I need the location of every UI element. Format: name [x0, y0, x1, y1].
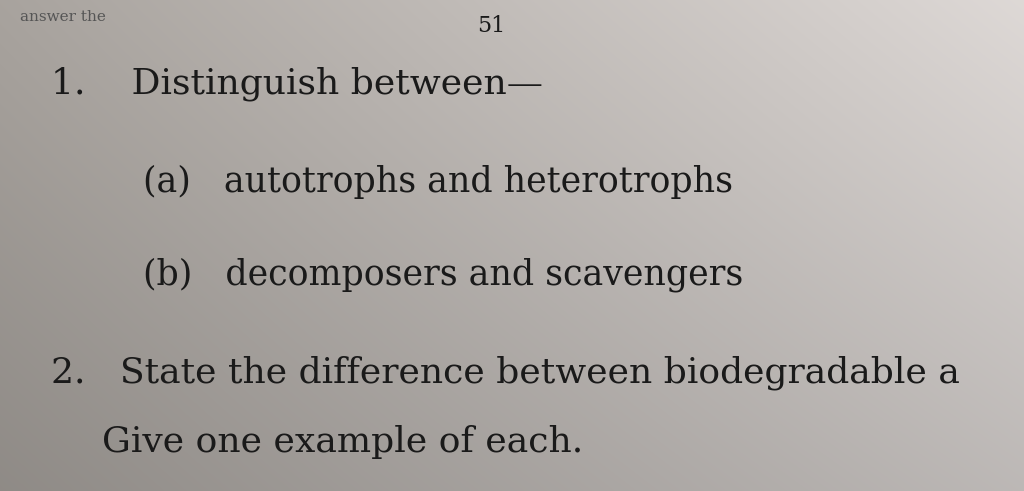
- Text: (b)   decomposers and scavengers: (b) decomposers and scavengers: [143, 258, 743, 292]
- Text: 51: 51: [477, 15, 506, 37]
- Text: Give one example of each.: Give one example of each.: [102, 425, 584, 459]
- Text: 2.   State the difference between biodegradable a: 2. State the difference between biodegra…: [51, 356, 961, 390]
- Text: 1.    Distinguish between—: 1. Distinguish between—: [51, 66, 543, 101]
- Text: (a)   autotrophs and heterotrophs: (a) autotrophs and heterotrophs: [143, 164, 733, 199]
- Text: answer the: answer the: [20, 10, 106, 24]
